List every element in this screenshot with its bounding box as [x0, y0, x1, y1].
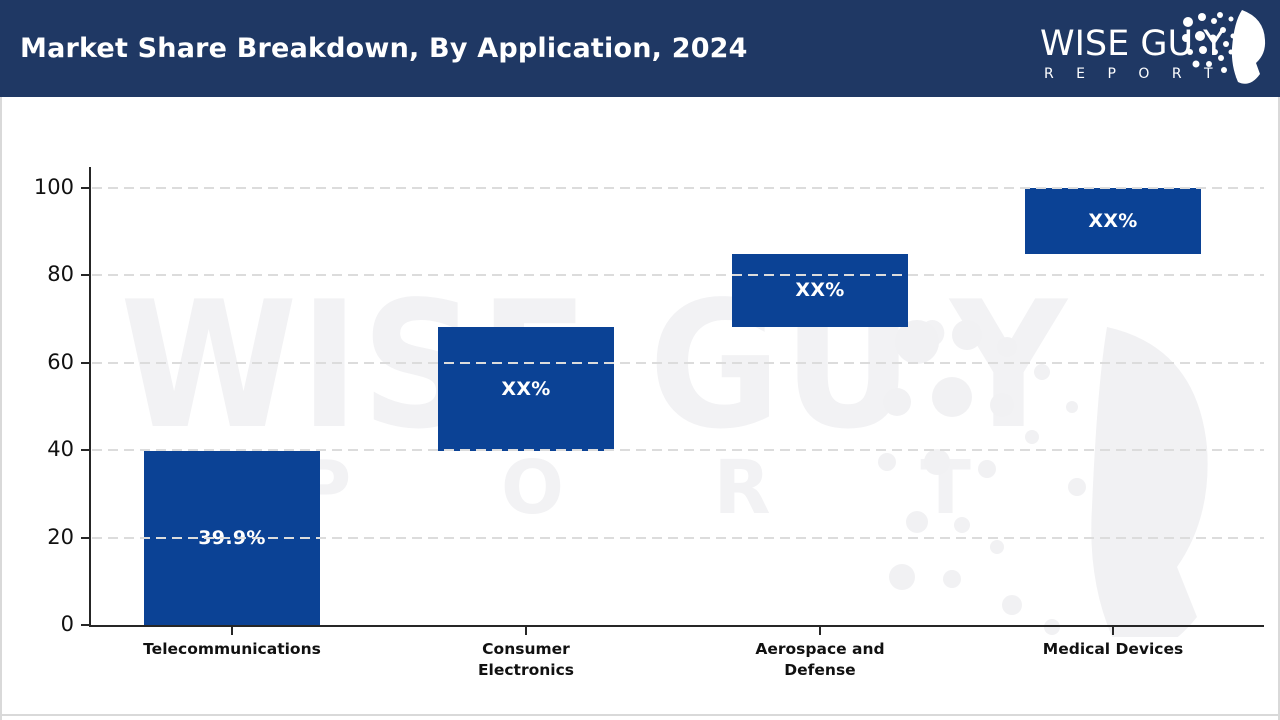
x-category-label-consumer-electronics: Consumer Electronics: [477, 640, 575, 679]
y-tick-label-100: 100: [33, 175, 74, 199]
wise-guy-logo: WISE GU Y R E P O R T S: [1010, 6, 1272, 92]
y-tick-mark-20: [81, 536, 89, 539]
x-category-label-aerospace-and-defense: Aerospace and Defense: [755, 640, 885, 679]
bar-medical-devices: XX%: [1025, 188, 1201, 254]
gridline-40: [92, 449, 1264, 452]
y-tick-label-60: 60: [47, 349, 74, 374]
x-tick-mark-aerospace-and-defense: [819, 627, 821, 635]
gridline-60: [92, 361, 1264, 364]
watermark-face-icon: [878, 320, 1208, 637]
x-tick-mark-medical-devices: [1112, 627, 1114, 635]
bar-value-label: XX%: [795, 279, 845, 302]
bar-value-label: XX%: [1088, 209, 1138, 232]
logo-brand: WISE GU Y: [1040, 24, 1225, 64]
bar-consumer-electronics: XX%: [438, 327, 614, 451]
x-axis-line: [89, 625, 1264, 627]
gridline-80: [92, 274, 1264, 277]
y-tick-label-80: 80: [47, 262, 74, 287]
logo-text: WISE GU Y R E P O R T S: [1040, 24, 1253, 82]
chart-canvas: WISE GU Y P O R T S 0 20 40 60 80 100 39.9% Tele…: [0, 97, 1280, 720]
y-tick-mark-80: [81, 274, 89, 277]
logo-reports: R E P O R T S: [1044, 66, 1253, 82]
watermark-reports: P O R T S: [297, 445, 1236, 531]
bar-value-label: XX%: [501, 378, 551, 400]
y-axis-line: [89, 167, 91, 627]
x-category-label-medical-devices: Medical Devices: [1042, 640, 1184, 658]
gridline-20: [92, 536, 1264, 539]
x-tick-mark-consumer-electronics: [525, 627, 527, 635]
chart-title: Market Share Breakdown, By Application, …: [20, 33, 748, 64]
y-tick-mark-60: [81, 361, 89, 364]
y-tick-mark-0: [81, 624, 89, 626]
header-bar: Market Share Breakdown, By Application, …: [0, 0, 1280, 97]
x-tick-mark-telecommunications: [231, 627, 233, 635]
y-tick-mark-40: [81, 449, 89, 452]
y-tick-label-0: 0: [60, 612, 74, 636]
y-tick-mark-100: [81, 187, 89, 189]
bottom-border-line: [2, 714, 1278, 716]
face-profile-icon: [1182, 10, 1266, 84]
y-tick-label-20: 20: [47, 524, 74, 549]
gridline-100: [92, 187, 1264, 189]
x-category-label-telecommunications: Telecommunications: [143, 640, 321, 658]
bar-aerospace-and-defense: XX%: [732, 253, 908, 328]
y-tick-label-40: 40: [47, 437, 74, 462]
